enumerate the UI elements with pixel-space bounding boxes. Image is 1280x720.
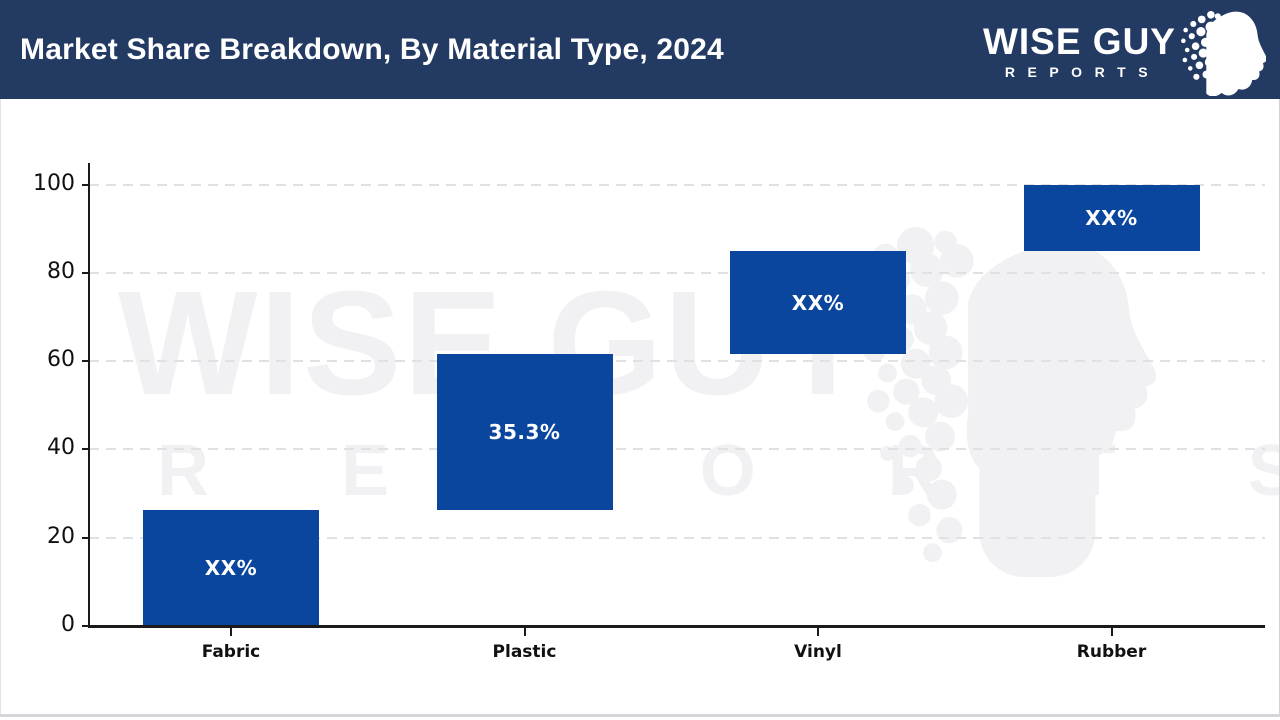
y-tick-label-20: 20 [47,523,75,549]
x-tick-rubber [1110,628,1113,636]
y-tick-20 [82,536,89,539]
y-axis [88,163,90,628]
chart-area: WISE GUY R E P O R T S 0 20 40 60 80 100 XX% Fa… [0,99,1280,717]
page-title: Market Share Breakdown, By Material Type… [20,32,724,66]
gridline-60 [89,360,1265,363]
x-label-rubber: Rubber [1076,642,1147,662]
y-tick-100 [82,183,89,186]
gridline-80 [89,271,1265,274]
bar-rubber: XX% [1023,184,1200,251]
y-tick-label-40: 40 [47,435,75,461]
gridline-40 [89,448,1265,451]
x-label-vinyl: Vinyl [794,642,842,662]
x-tick-vinyl [817,628,819,636]
bar-plastic: 35.3% [436,354,613,511]
x-label-plastic: Plastic [492,642,557,662]
bar-value-label: XX% [1085,205,1138,230]
header-bar: Market Share Breakdown, By Material Type… [0,0,1280,99]
wiseguy-logo: WISE GUY REPORTS [983,4,1266,96]
bar-value-label: XX% [204,556,258,581]
watermark-head-icon [863,227,1156,577]
y-tick-label-0: 0 [61,612,75,637]
bar-vinyl: XX% [730,250,906,355]
x-axis [88,625,1265,628]
wiseguy-head-icon [1181,10,1266,96]
logo-wordmark: WISE GUY [982,21,1176,62]
bar-fabric: XX% [143,510,319,626]
gridline-100 [89,183,1265,186]
y-tick-label-80: 80 [47,258,75,284]
y-tick-label-60: 60 [47,347,75,373]
bar-value-label: 35.3% [488,420,561,445]
x-tick-fabric [230,628,232,636]
bottom-border [0,714,1280,717]
x-tick-plastic [523,628,526,636]
y-tick-80 [82,271,89,274]
logo-subtitle: REPORTS [1004,64,1161,80]
x-label-fabric: Fabric [201,642,261,662]
y-tick-0 [82,625,89,627]
bar-value-label: XX% [791,290,845,315]
y-tick-60 [82,360,89,363]
y-tick-40 [82,448,89,451]
y-tick-label-100: 100 [33,170,75,196]
gridline-20 [89,536,1265,539]
